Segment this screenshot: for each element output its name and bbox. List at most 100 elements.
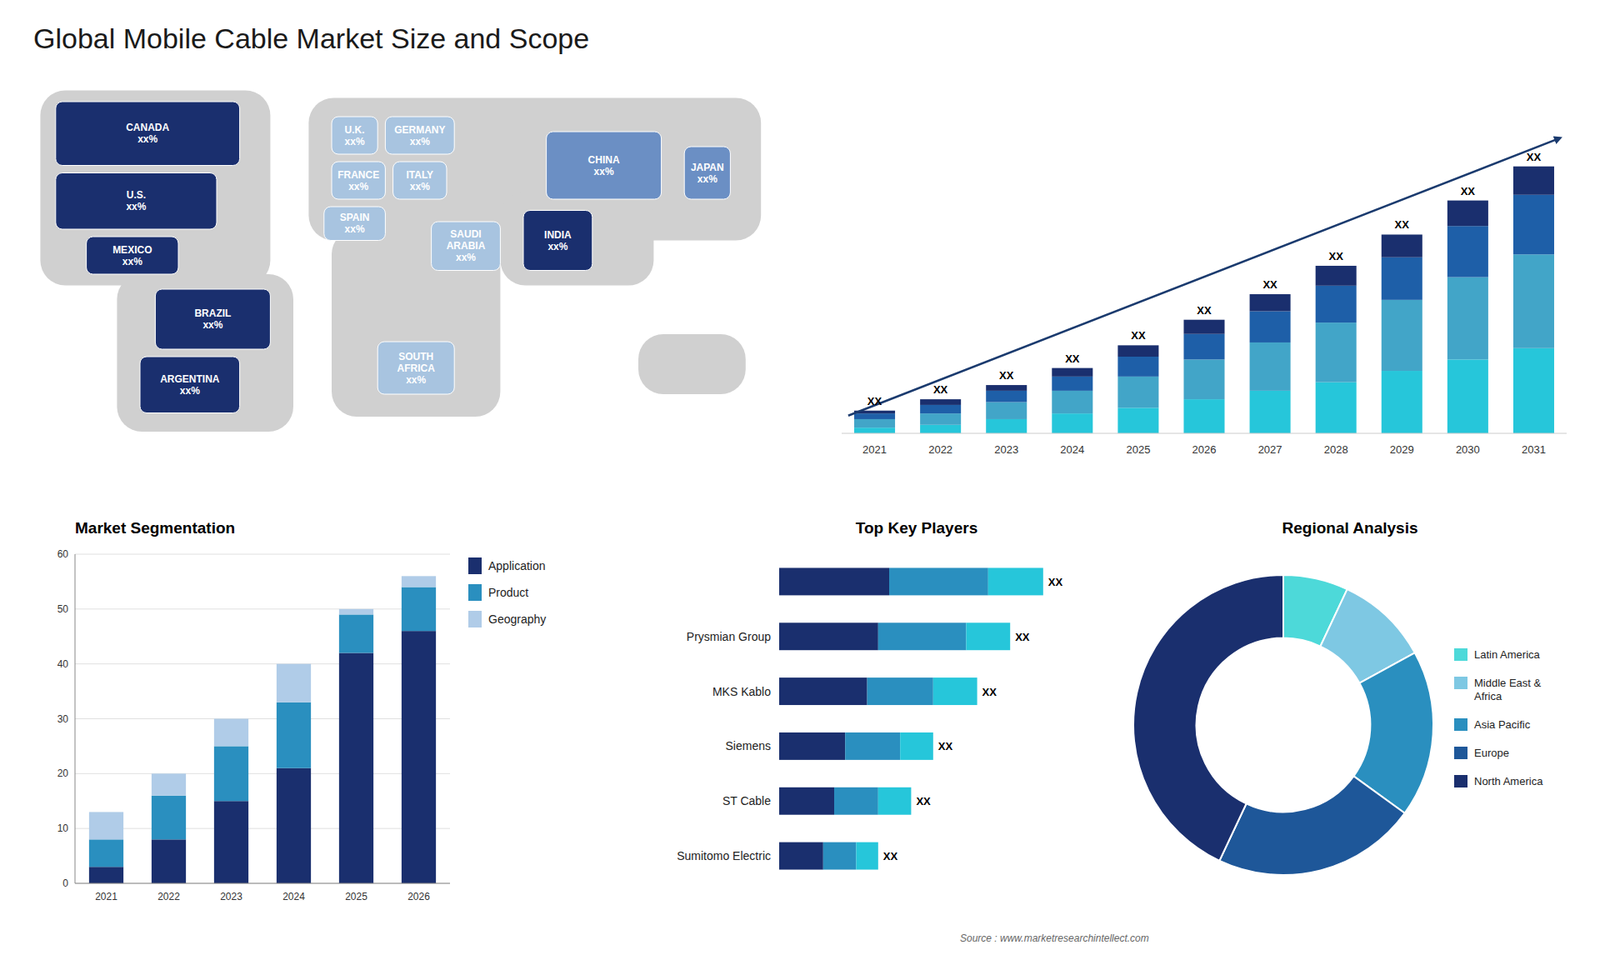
x-tick-label: 2023 — [994, 443, 1019, 456]
bar-segment — [988, 567, 1044, 595]
text-line: SOUTH — [398, 350, 434, 363]
bar-segment — [276, 768, 311, 884]
bar-segment — [1183, 334, 1225, 360]
bar-segment — [779, 732, 845, 760]
y-tick-label: 30 — [57, 713, 70, 725]
x-tick-label: 2023 — [220, 890, 243, 903]
data-label: XX — [1526, 150, 1542, 164]
bar-segment — [1315, 265, 1357, 286]
y-tick-label: 50 — [57, 603, 70, 615]
legend-swatch — [1454, 775, 1468, 788]
bar-segment — [1447, 225, 1489, 277]
bar-segment — [779, 842, 824, 870]
bar-segment — [1051, 390, 1093, 414]
data-label: XX — [1130, 329, 1146, 342]
chart-title: Regional Analysis — [1282, 519, 1419, 537]
bar-segment — [1381, 370, 1423, 434]
data-label: XX — [915, 795, 931, 808]
text-line: SPAIN — [340, 211, 370, 224]
bar-segment — [401, 575, 436, 587]
map-share-label: xx% — [547, 240, 568, 253]
map-share-label: xx% — [345, 135, 365, 148]
bar-segment — [1051, 413, 1093, 434]
x-tick-label: 2026 — [1192, 443, 1217, 456]
bar-segment — [1381, 300, 1423, 371]
map-label: SPAIN — [340, 211, 370, 224]
bar-segment — [920, 425, 961, 434]
legend-swatch — [1454, 676, 1468, 690]
bar-segment — [1315, 382, 1357, 434]
y-tick-label: Siemens — [725, 739, 771, 753]
map-share-label: xx% — [697, 173, 718, 185]
bar-segment — [1051, 368, 1093, 377]
bar-segment — [779, 567, 890, 595]
x-tick-label: 2028 — [1324, 443, 1349, 456]
donut-slice — [1133, 575, 1284, 861]
bar-segment — [1513, 254, 1555, 348]
map-region — [377, 341, 455, 395]
x-tick-label: 2022 — [157, 890, 180, 903]
bar-segment — [401, 587, 436, 632]
text-line: Europe — [1474, 746, 1510, 760]
x-tick-label: 2022 — [928, 443, 953, 456]
bar-segment — [1381, 234, 1423, 257]
text-line: JAPAN — [690, 161, 725, 174]
map-label: SAUDIARABIA — [446, 228, 486, 252]
map-label: ARGENTINA — [160, 373, 220, 385]
map-share-label: xx% — [202, 319, 223, 331]
map-region — [385, 116, 455, 155]
bar-segment — [89, 811, 124, 840]
donut — [1133, 575, 1434, 875]
bar-segment — [339, 609, 374, 615]
bar-segment — [985, 385, 1027, 391]
bar-segment — [854, 413, 895, 420]
y-axis — [75, 554, 76, 884]
map-label: CHINA — [588, 154, 620, 166]
dashboard: Global Mobile Cable Market Size and Scop… — [0, 0, 1600, 955]
text-line: FRANCE — [337, 169, 380, 181]
data-label: XX — [1329, 250, 1345, 263]
grid-line — [75, 554, 450, 555]
bar-segment — [1183, 399, 1225, 434]
map-region — [55, 173, 217, 230]
bar-segment — [1117, 407, 1159, 434]
x-tick-label: 2025 — [1125, 443, 1150, 456]
map-share-label: xx% — [405, 374, 426, 386]
bar-segment — [214, 800, 249, 884]
map-label: ITALY — [405, 169, 434, 181]
map-share-label: xx% — [137, 133, 158, 145]
x-tick-label: 2021 — [862, 443, 887, 456]
data-label: XX — [883, 850, 899, 863]
grid-line — [75, 883, 450, 885]
map-label: U.S. — [126, 189, 146, 201]
bar-segment — [1117, 376, 1159, 408]
text-line: GERMANY — [394, 124, 445, 136]
legend-label: North America — [1474, 775, 1544, 788]
bar-marks — [854, 166, 1555, 434]
text-line: Africa — [1474, 690, 1503, 703]
main-title: Global Mobile Cable Market Size and Scop… — [33, 22, 590, 55]
text-line: MEXICO — [112, 244, 152, 256]
legend-label: Middle East &Africa — [1474, 676, 1542, 703]
bar-segment — [1447, 277, 1489, 360]
data-label: XX — [1196, 304, 1212, 317]
text-line: INDIA — [544, 229, 572, 241]
bar-segment — [1183, 320, 1225, 335]
bar-segment — [339, 653, 374, 885]
map-region — [684, 146, 730, 200]
bar-segment — [1250, 294, 1291, 311]
data-label: XX — [999, 369, 1015, 382]
map-region — [431, 221, 501, 271]
bar-segment — [339, 614, 374, 653]
bar-segment — [779, 622, 879, 650]
bar-segment — [1513, 348, 1555, 434]
legend-label: Europe — [1474, 746, 1510, 760]
bar-segment — [1513, 166, 1555, 195]
legend-label: Application — [488, 559, 546, 573]
map-land — [116, 274, 294, 432]
map-label: SOUTHAFRICA — [397, 350, 436, 375]
text-line: AFRICA — [397, 362, 436, 375]
text-line: ARABIA — [446, 240, 486, 252]
source-note: Source : www.marketresearchintellect.com — [960, 932, 1150, 945]
text-line: Latin America — [1474, 648, 1541, 661]
